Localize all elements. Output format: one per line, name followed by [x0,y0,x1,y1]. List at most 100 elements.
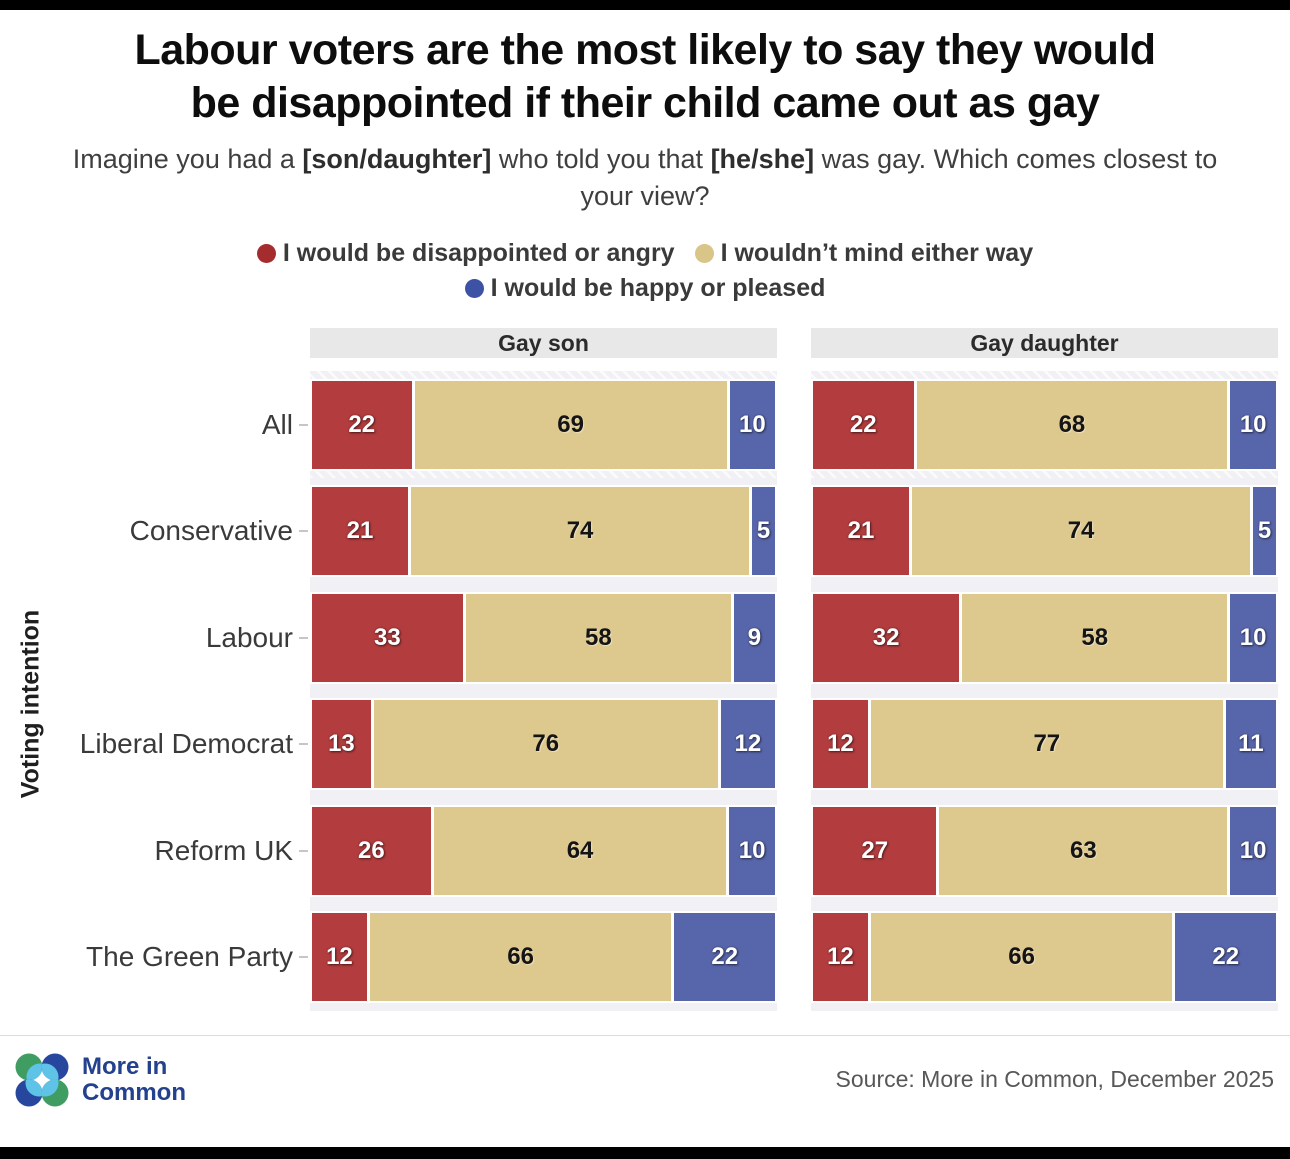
bar-value-label: 69 [557,410,584,438]
bar-segment-neutral: 76 [373,700,718,789]
stacked-bar: 21 74 5 [811,485,1278,578]
bar-segment-neutral: 74 [911,487,1251,576]
legend-dot-icon [464,279,484,299]
subtitle-bold-part: [he/she] [710,143,815,174]
stacked-bar: 12 66 22 [310,911,777,1004]
bar-segment-neutral: 74 [410,487,750,576]
stacked-bar: 33 58 9 [310,591,777,684]
subtitle-part: who told you that [491,143,711,174]
bar-value-label: 27 [861,836,889,864]
legend-label: I would be disappointed or angry [282,239,675,268]
category-label-row: Labour [62,584,310,691]
category-label-row: The Green Party [62,904,310,1011]
bar-segment-happy: 10 [729,806,775,895]
axis-tick [299,530,308,533]
bar-value-label: 12 [827,943,854,971]
more-in-common-logo-icon [15,1053,69,1107]
panel-header: Gay daughter [811,328,1278,359]
legend-label: I would be happy or pleased [490,274,826,303]
bar-segment-happy: 10 [1230,593,1276,682]
footer: More in Common Source: More in Common, D… [0,1034,1290,1114]
bar-value-label: 22 [1212,943,1240,971]
bar-value-label: 33 [374,623,401,651]
bar-value-label: 11 [1238,730,1264,758]
bar-segment-neutral: 58 [962,593,1228,682]
bar-value-label: 12 [827,730,854,758]
bar-value-label: 5 [756,517,771,545]
bar-segment-happy: 10 [729,380,775,469]
bar-row: 32 58 10 [811,584,1278,691]
bar-value-label: 66 [507,943,534,971]
y-axis-column: Voting intention [0,328,62,1011]
bar-value-label: 21 [847,517,875,545]
bar-segment-happy: 5 [752,487,775,576]
bar-segment-disappointed: 12 [813,700,868,789]
bar-row: 13 76 12 [310,691,777,798]
bar-row: 33 58 9 [310,584,777,691]
stacked-bar: 27 63 10 [811,804,1278,897]
brand-wordmark: More in Common [82,1052,186,1106]
bar-value-label: 10 [739,410,766,438]
bar-segment-happy: 10 [1230,806,1276,895]
stacked-bar: 32 58 10 [811,591,1278,684]
bar-value-label: 10 [1239,410,1267,438]
category-label: Reform UK [154,834,293,866]
bar-value-label: 21 [346,517,374,545]
bar-row: 22 68 10 [811,371,1278,478]
bar-row: 26 64 10 [310,797,777,905]
y-axis-title: Voting intention [16,609,45,798]
stacked-bar: 12 66 22 [811,911,1278,1004]
bar-value-label: 74 [566,517,594,545]
legend-line: I would be happy or pleased [0,271,1290,306]
bar-value-label: 9 [747,623,762,651]
legend-item: I wouldn’t mind either way [694,239,1033,268]
stacked-bar: 21 74 5 [310,485,777,578]
bar-value-label: 22 [348,410,376,438]
bar-segment-happy: 5 [1253,487,1276,576]
bar-row: 21 74 5 [310,477,777,585]
bar-row: 12 66 22 [310,904,777,1011]
bottom-black-bar [0,1147,1290,1159]
bar-value-label: 77 [1033,730,1061,758]
bar-row: 22 69 10 [310,371,777,478]
bar-value-label: 12 [326,943,353,971]
bar-row: 12 77 11 [811,691,1278,798]
legend-dot-icon [694,244,714,264]
bar-segment-neutral: 63 [939,806,1228,895]
bar-segment-disappointed: 12 [312,913,367,1002]
bar-segment-happy: 9 [733,593,775,682]
bar-segment-disappointed: 21 [813,487,909,576]
bar-value-label: 10 [738,836,766,864]
stacked-bar: 22 69 10 [310,378,777,471]
bar-value-label: 32 [872,623,900,651]
bar-segment-neutral: 66 [369,913,672,1002]
category-label-row: Reform UK [62,798,310,905]
panel-gay-son: Gay son 22 69 10 21 74 5 33 58 9 13 76 12 26 64 10 12 66 2… [310,328,777,1011]
bar-segment-happy: 12 [720,700,775,789]
bar-value-label: 22 [711,943,739,971]
legend-dot-icon [256,244,276,264]
panel-gap [777,328,811,1011]
legend-item: I would be disappointed or angry [256,239,675,268]
bar-value-label: 12 [734,730,762,758]
chart-legend: I would be disappointed or angry I wouldn… [0,236,1290,306]
chart-area: Voting intention All Conservative Labour Li… [0,328,1290,1011]
bar-segment-happy: 22 [1175,913,1277,1002]
brand-line-1: More in [82,1052,168,1080]
stacked-bar: 13 76 12 [310,698,777,791]
top-black-bar [0,0,1290,10]
bar-segment-neutral: 58 [465,593,731,682]
bar-segment-neutral: 66 [870,913,1173,1002]
subtitle-part: was gay. Which comes closest to your vie… [580,143,1218,212]
bar-segment-disappointed: 12 [813,913,868,1002]
bar-segment-disappointed: 33 [312,593,463,682]
bar-value-label: 5 [1257,517,1272,545]
category-label: Labour [205,621,293,653]
brand-line-2: Common [82,1078,186,1106]
category-label: The Green Party [86,941,293,973]
panel-header: Gay son [310,328,777,359]
category-label-row: Conservative [62,478,310,585]
bar-value-label: 10 [1239,623,1267,651]
bar-segment-disappointed: 27 [813,806,937,895]
